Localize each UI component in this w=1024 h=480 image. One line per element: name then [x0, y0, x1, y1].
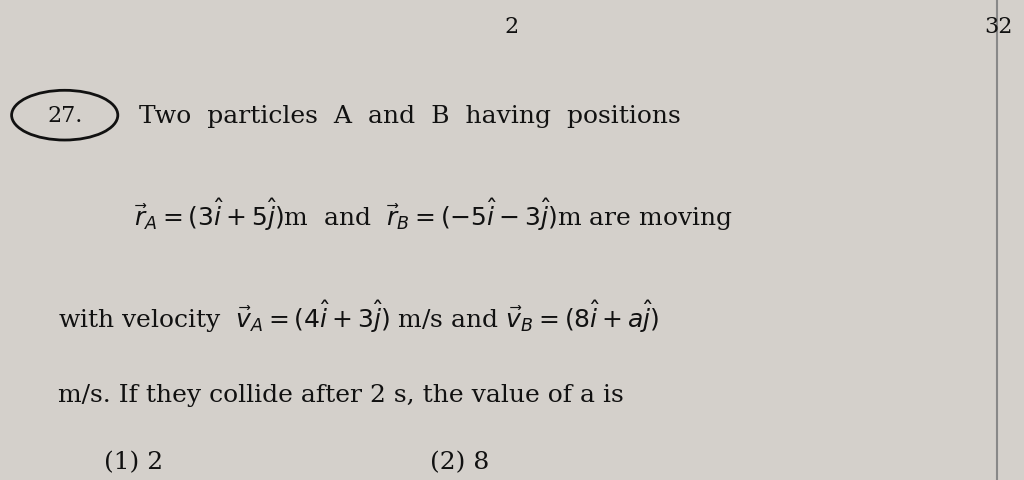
Text: 27.: 27.	[47, 105, 82, 127]
Text: $\vec{r}_A=(3\hat{i}+5\hat{j})$m  and  $\vec{r}_B=(-5\hat{i}-3\hat{j})$m are mov: $\vec{r}_A=(3\hat{i}+5\hat{j})$m and $\v…	[134, 195, 733, 232]
Text: with velocity  $\vec{v}_A=(4\hat{i}+3\hat{j})$ m/s and $\vec{v}_B=(8\hat{i}+a\ha: with velocity $\vec{v}_A=(4\hat{i}+3\hat…	[57, 298, 658, 335]
Text: (2) 8: (2) 8	[430, 450, 489, 473]
Text: 32: 32	[984, 16, 1013, 37]
Text: 2: 2	[505, 16, 519, 37]
Text: m/s. If they collide after 2 s, the value of a is: m/s. If they collide after 2 s, the valu…	[57, 384, 624, 407]
Text: (1) 2: (1) 2	[103, 450, 163, 473]
Text: Two  particles  A  and  B  having  positions: Two particles A and B having positions	[139, 105, 681, 127]
